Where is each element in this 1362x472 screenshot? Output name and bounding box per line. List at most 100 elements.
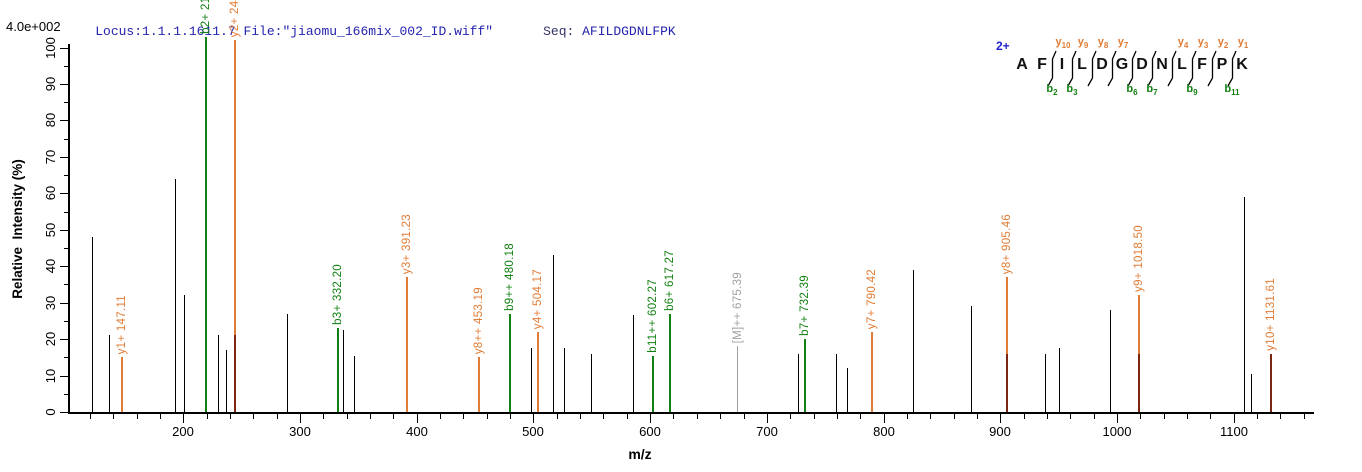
cleavage-mark-icon	[1047, 50, 1057, 88]
x-minor-tick	[1140, 414, 1141, 419]
peak	[737, 346, 738, 412]
y-minor-tick	[64, 212, 68, 213]
x-major-tick	[767, 414, 768, 423]
peak	[218, 335, 219, 412]
sequence-residue: N	[1156, 56, 1168, 73]
peak	[847, 368, 848, 412]
peak	[287, 314, 288, 412]
x-minor-tick	[860, 414, 861, 419]
x-minor-tick	[207, 414, 208, 419]
peak	[564, 348, 565, 412]
seq-prefix: Seq:	[543, 24, 583, 39]
x-major-tick	[183, 414, 184, 423]
peak	[971, 306, 972, 412]
x-major-tick	[1000, 414, 1001, 423]
y-minor-tick	[64, 175, 68, 176]
peak	[1138, 295, 1140, 412]
x-minor-tick	[347, 414, 348, 419]
x-minor-tick	[137, 414, 138, 419]
y-ion-label: y3	[1197, 36, 1209, 51]
sequence-residue: K	[1236, 56, 1248, 73]
x-minor-tick	[160, 414, 161, 419]
y-ion-label: y10	[1055, 36, 1071, 51]
x-minor-tick	[1070, 414, 1071, 419]
x-major-tick	[1117, 414, 1118, 423]
x-tick-label: 400	[406, 424, 428, 439]
peak-label: y10+ 1131.61	[1265, 278, 1277, 351]
x-major-tick	[417, 414, 418, 423]
peak-label: b11++ 602.27	[647, 279, 659, 353]
peak	[226, 350, 227, 412]
b-ion-label: b9	[1186, 83, 1198, 98]
x-minor-tick	[1187, 414, 1188, 419]
peak	[1006, 277, 1008, 412]
x-major-tick	[884, 414, 885, 423]
peak	[652, 356, 654, 412]
cleavage-mark-icon	[1127, 50, 1137, 88]
cleavage-mark-icon	[1227, 50, 1237, 88]
x-minor-tick	[113, 414, 114, 419]
peak	[669, 314, 671, 412]
sequence-residue: P	[1216, 56, 1228, 73]
x-minor-tick	[697, 414, 698, 419]
y-minor-tick	[64, 139, 68, 140]
peak-label: y2+ 244.17	[229, 0, 241, 37]
y-tick-label: 100	[43, 37, 58, 59]
peak	[531, 348, 532, 412]
x-tick-label: 1100	[1220, 424, 1248, 439]
x-minor-tick	[837, 414, 838, 419]
peak-label: y7+ 790.42	[866, 268, 878, 329]
peak	[537, 332, 539, 412]
peak-label: b3+ 332.20	[332, 264, 344, 325]
y-ion-label: y4	[1177, 36, 1189, 51]
peak	[1110, 310, 1111, 412]
x-minor-tick	[1047, 414, 1048, 419]
b-ion-label: b7	[1146, 83, 1158, 98]
b-ion-label: b2	[1046, 83, 1058, 98]
peak	[1059, 348, 1060, 412]
x-major-tick	[1234, 414, 1235, 423]
x-minor-tick	[370, 414, 371, 419]
cleavage-mark-icon	[1167, 50, 1177, 88]
x-minor-tick	[440, 414, 441, 419]
x-minor-tick	[1094, 414, 1095, 419]
sequence-residue: D	[1096, 56, 1108, 73]
precursor-charge-label: 2+	[996, 39, 1010, 53]
x-minor-tick	[557, 414, 558, 419]
x-minor-tick	[580, 414, 581, 419]
peak	[913, 270, 914, 412]
x-tick-label: 600	[639, 424, 661, 439]
peak	[234, 40, 236, 412]
y-ion-label: y1	[1237, 36, 1249, 51]
y-minor-tick	[64, 394, 68, 395]
x-tick-label: 300	[289, 424, 311, 439]
peak	[406, 277, 408, 412]
y-ion-label: y2	[1217, 36, 1229, 51]
peak	[121, 357, 123, 412]
seq-value: AFILDGDNLFPK	[582, 24, 676, 39]
sequence-residue: D	[1136, 56, 1148, 73]
y-major-tick	[60, 48, 68, 49]
peak	[553, 255, 554, 412]
x-minor-tick	[627, 414, 628, 419]
y-axis-title: Relative Intensity (%)	[10, 159, 25, 299]
y-ion-label: y8	[1097, 36, 1109, 51]
peak	[871, 332, 873, 412]
peak	[478, 357, 480, 412]
peak-overlap	[1138, 354, 1140, 412]
x-tick-label: 800	[873, 424, 895, 439]
sequence-residue: I	[1059, 56, 1065, 73]
y-major-tick	[60, 157, 68, 158]
x-axis-line	[68, 412, 1314, 414]
cleavage-mark-icon	[1107, 50, 1117, 88]
peak	[836, 354, 837, 412]
y-minor-tick	[64, 66, 68, 67]
cleavage-mark-icon	[1187, 50, 1197, 88]
cleavage-mark-icon	[1087, 50, 1097, 88]
peak-label: b9++ 480.18	[504, 243, 516, 311]
peak-overlap	[234, 335, 236, 412]
y-major-tick	[60, 84, 68, 85]
b-ion-label: b6	[1126, 83, 1138, 98]
y-major-tick	[60, 230, 68, 231]
